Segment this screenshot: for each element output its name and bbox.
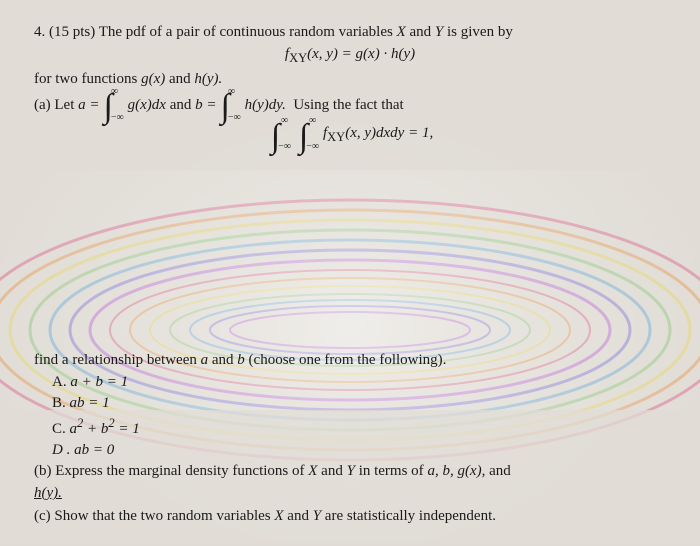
choice-d: D . ab = 0: [52, 440, 666, 460]
choice-c-label: C.: [52, 421, 66, 437]
int-a-lower: −∞: [111, 113, 124, 123]
int-o-lower: −∞: [278, 142, 291, 152]
integral-outer: ∫ ∞ −∞: [271, 121, 291, 148]
problem-content: 4. (15 pts) The pdf of a pair of continu…: [0, 0, 700, 546]
eq1-args: (x, y) = g(x) · h(y): [307, 46, 415, 62]
int-i-lower: −∞: [306, 142, 319, 152]
equation-1: fXY(x, y) = g(x) · h(y): [34, 44, 666, 67]
given-by: is given by: [447, 24, 513, 40]
gxdx: g(x)dx: [128, 95, 166, 115]
integral-inner: ∫ ∞ −∞: [299, 121, 319, 148]
part-b-and2: and: [489, 463, 511, 479]
part-c-x: X: [274, 508, 283, 524]
dint-args: (x, y)dxdy = 1,: [345, 125, 433, 141]
and-3: and: [170, 95, 192, 115]
part-b-hy: h(y).: [34, 485, 62, 501]
choice-d-eq: ab = 0: [74, 442, 114, 458]
dint-sub: XY: [327, 130, 345, 144]
a-var: a: [201, 352, 209, 368]
b-var: b: [237, 352, 245, 368]
problem-points: (15 pts): [49, 24, 95, 40]
var-x: X: [397, 24, 406, 40]
hydy: h(y)dy.: [245, 95, 286, 115]
eq1-sub: XY: [289, 51, 307, 65]
using-fact: Using the fact that: [293, 95, 403, 115]
spacer: [34, 150, 666, 350]
part-b-list: a, b, g(x),: [427, 463, 485, 479]
int-a-upper: ∞: [111, 87, 124, 97]
part-c-y: Y: [313, 508, 321, 524]
a-equals: a =: [78, 95, 99, 115]
gx: g(x): [141, 71, 165, 87]
choice-c-a: a: [70, 421, 78, 437]
intro-text: The pdf of a pair of continuous random v…: [99, 24, 393, 40]
choice-b: B. ab = 1: [52, 393, 666, 413]
choice-c-eq: = 1: [115, 421, 140, 437]
choices-block: A. a + b = 1 B. ab = 1 C. a2 + b2 = 1 D …: [52, 372, 666, 460]
part-b-line: (b) Express the marginal density functio…: [34, 461, 666, 481]
part-b-text: (b) Express the marginal density functio…: [34, 463, 305, 479]
part-c-text: (c) Show that the two random variables: [34, 508, 271, 524]
choice-c-plus: + b: [83, 421, 108, 437]
b-equals: b =: [195, 95, 216, 115]
double-integral-line: ∫ ∞ −∞ ∫ ∞ −∞ fXY(x, y)dxdy = 1,: [34, 121, 666, 148]
part-b-terms: in terms of: [359, 463, 424, 479]
for-two-line: for two functions g(x) and h(y).: [34, 69, 666, 89]
int-o-upper: ∞: [278, 116, 291, 126]
part-b-line2: h(y).: [34, 483, 666, 503]
choice-b-label: B.: [52, 395, 66, 411]
choice-d-label: D .: [52, 442, 70, 458]
problem-number: 4.: [34, 24, 45, 40]
choice-a-eq: a + b = 1: [70, 374, 128, 390]
var-y: Y: [435, 24, 443, 40]
part-b-y: Y: [347, 463, 355, 479]
choice-a-label: A.: [52, 374, 67, 390]
choice-c: C. a2 + b2 = 1: [52, 415, 666, 439]
find-rel: find a relationship between: [34, 352, 197, 368]
part-a-label: (a) Let: [34, 95, 74, 115]
for-two: for two functions: [34, 71, 137, 87]
int-i-upper: ∞: [306, 116, 319, 126]
part-a-line: (a) Let a = ∫ ∞ −∞ g(x)dx and b = ∫ ∞ −∞…: [34, 91, 666, 118]
integral-a: ∫ ∞ −∞: [104, 91, 124, 118]
problem-intro-line: 4. (15 pts) The pdf of a pair of continu…: [34, 22, 666, 42]
hy: h(y).: [194, 71, 222, 87]
choose-text: (choose one from the following).: [249, 352, 447, 368]
part-c-tail: are statistically independent.: [325, 508, 496, 524]
and-4: and: [212, 352, 234, 368]
choice-b-eq: ab = 1: [70, 395, 110, 411]
part-b-and: and: [321, 463, 343, 479]
choice-a: A. a + b = 1: [52, 372, 666, 392]
part-c-and: and: [287, 508, 309, 524]
part-b-x: X: [308, 463, 317, 479]
and-1: and: [409, 24, 431, 40]
and-2: and: [169, 71, 191, 87]
find-relationship-line: find a relationship between a and b (cho…: [34, 350, 666, 370]
int-b-lower: −∞: [228, 113, 241, 123]
part-c-line: (c) Show that the two random variables X…: [34, 506, 666, 526]
int-b-upper: ∞: [228, 87, 241, 97]
integral-b: ∫ ∞ −∞: [220, 91, 240, 118]
